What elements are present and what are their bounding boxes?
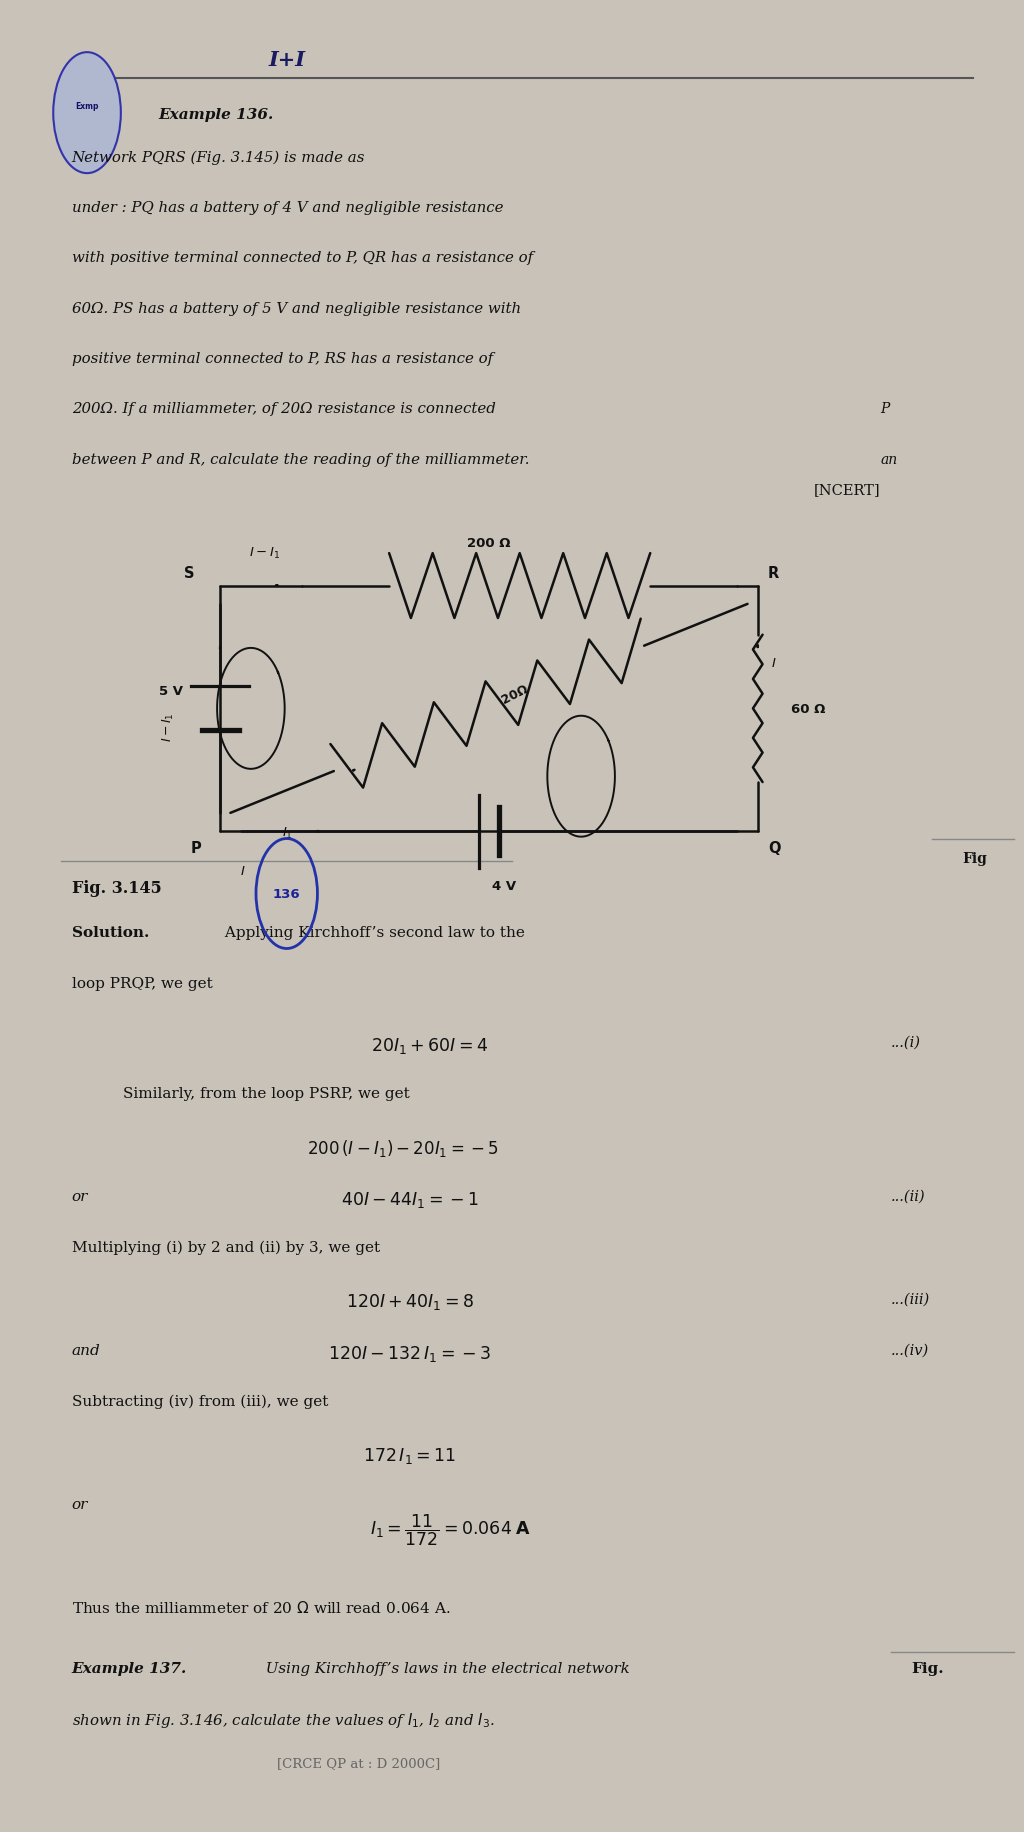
Text: or: or bbox=[72, 1497, 88, 1511]
Text: Thus the milliammeter of 20 $\Omega$ will read 0.064 A.: Thus the milliammeter of 20 $\Omega$ wil… bbox=[72, 1599, 451, 1616]
Text: or: or bbox=[72, 1189, 88, 1204]
Text: $200\,(I - I_1) - 20I_1 = -5$: $200\,(I - I_1) - 20I_1 = -5$ bbox=[307, 1138, 499, 1158]
Text: Multiplying (i) by 2 and (ii) by 3, we get: Multiplying (i) by 2 and (ii) by 3, we g… bbox=[72, 1240, 380, 1255]
Text: $I-I_1$: $I-I_1$ bbox=[161, 713, 176, 742]
Text: ...(i): ...(i) bbox=[891, 1035, 921, 1050]
Text: Q: Q bbox=[768, 841, 780, 856]
Text: $120I + 40I_1 = 8$: $120I + 40I_1 = 8$ bbox=[345, 1292, 474, 1312]
Text: 60Ω. PS has a battery of 5 V and negligible resistance with: 60Ω. PS has a battery of 5 V and negligi… bbox=[72, 300, 521, 315]
Text: and: and bbox=[72, 1343, 100, 1358]
Text: Example 136.: Example 136. bbox=[159, 108, 274, 123]
Text: 200 Ω: 200 Ω bbox=[467, 537, 511, 550]
Text: ...(ii): ...(ii) bbox=[891, 1189, 926, 1204]
Text: Solution.: Solution. bbox=[72, 925, 150, 940]
Text: $40I - 44I_1 = -1$: $40I - 44I_1 = -1$ bbox=[341, 1189, 478, 1209]
Text: with positive terminal connected to P, QR has a resistance of: with positive terminal connected to P, Q… bbox=[72, 251, 532, 266]
Text: Exmp: Exmp bbox=[76, 103, 98, 110]
Text: ...(iv): ...(iv) bbox=[891, 1343, 929, 1358]
Text: $20I_1 + 60I = 4$: $20I_1 + 60I = 4$ bbox=[372, 1035, 488, 1055]
Text: Fig.: Fig. bbox=[911, 1662, 944, 1674]
Text: P: P bbox=[191, 841, 202, 856]
Text: loop PRQP, we get: loop PRQP, we get bbox=[72, 976, 212, 991]
Text: ...(iii): ...(iii) bbox=[891, 1292, 930, 1306]
Text: Similarly, from the loop PSRP, we get: Similarly, from the loop PSRP, we get bbox=[123, 1086, 410, 1101]
Text: $120I - 132\,I_1 = -3$: $120I - 132\,I_1 = -3$ bbox=[328, 1343, 492, 1363]
Text: Using Kirchhoff’s laws in the electrical network: Using Kirchhoff’s laws in the electrical… bbox=[261, 1662, 630, 1674]
Text: $I_1$: $I_1$ bbox=[282, 826, 293, 841]
Text: $I-I_1$: $I-I_1$ bbox=[249, 546, 280, 561]
Text: I+I: I+I bbox=[268, 51, 305, 70]
Text: 136: 136 bbox=[273, 887, 300, 901]
Text: [CRCE QP at : D 2000C]: [CRCE QP at : D 2000C] bbox=[276, 1757, 440, 1770]
Text: Applying Kirchhoff’s second law to the: Applying Kirchhoff’s second law to the bbox=[220, 925, 525, 940]
Text: shown in Fig. 3.146, calculate the values of $I_1$, $I_2$ and $I_3$.: shown in Fig. 3.146, calculate the value… bbox=[72, 1711, 495, 1729]
Text: R: R bbox=[768, 566, 779, 581]
Text: 200Ω. If a milliammeter, of 20Ω resistance is connected: 200Ω. If a milliammeter, of 20Ω resistan… bbox=[72, 403, 496, 416]
Text: I: I bbox=[241, 865, 245, 878]
Text: positive terminal connected to P, RS has a resistance of: positive terminal connected to P, RS has… bbox=[72, 352, 493, 366]
Text: S: S bbox=[184, 566, 195, 581]
Text: 20Ω: 20Ω bbox=[499, 682, 530, 707]
Text: under : PQ has a battery of 4 V and negligible resistance: under : PQ has a battery of 4 V and negl… bbox=[72, 200, 503, 214]
Circle shape bbox=[53, 53, 121, 174]
Text: 5 V: 5 V bbox=[159, 683, 183, 698]
Text: P: P bbox=[881, 403, 890, 416]
Text: between P and R, calculate the reading of the milliammeter.: between P and R, calculate the reading o… bbox=[72, 453, 529, 467]
Text: 4 V: 4 V bbox=[493, 879, 516, 892]
Text: Subtracting (iv) from (iii), we get: Subtracting (iv) from (iii), we get bbox=[72, 1394, 328, 1409]
Text: Fig: Fig bbox=[963, 852, 987, 867]
Text: $172\,I_1 = 11$: $172\,I_1 = 11$ bbox=[364, 1445, 456, 1466]
Text: Example 137.: Example 137. bbox=[72, 1662, 187, 1674]
Text: Fig. 3.145: Fig. 3.145 bbox=[72, 879, 162, 896]
Text: [NCERT]: [NCERT] bbox=[814, 482, 881, 496]
Text: Network PQRS (Fig. 3.145) is made as: Network PQRS (Fig. 3.145) is made as bbox=[72, 150, 366, 165]
Text: I: I bbox=[772, 656, 776, 671]
Text: 60 Ω: 60 Ω bbox=[791, 702, 825, 716]
Text: an: an bbox=[881, 453, 898, 467]
Text: $I_1 = \dfrac{11}{172} = 0.064\;\mathbf{A}$: $I_1 = \dfrac{11}{172} = 0.064\;\mathbf{… bbox=[370, 1511, 531, 1548]
